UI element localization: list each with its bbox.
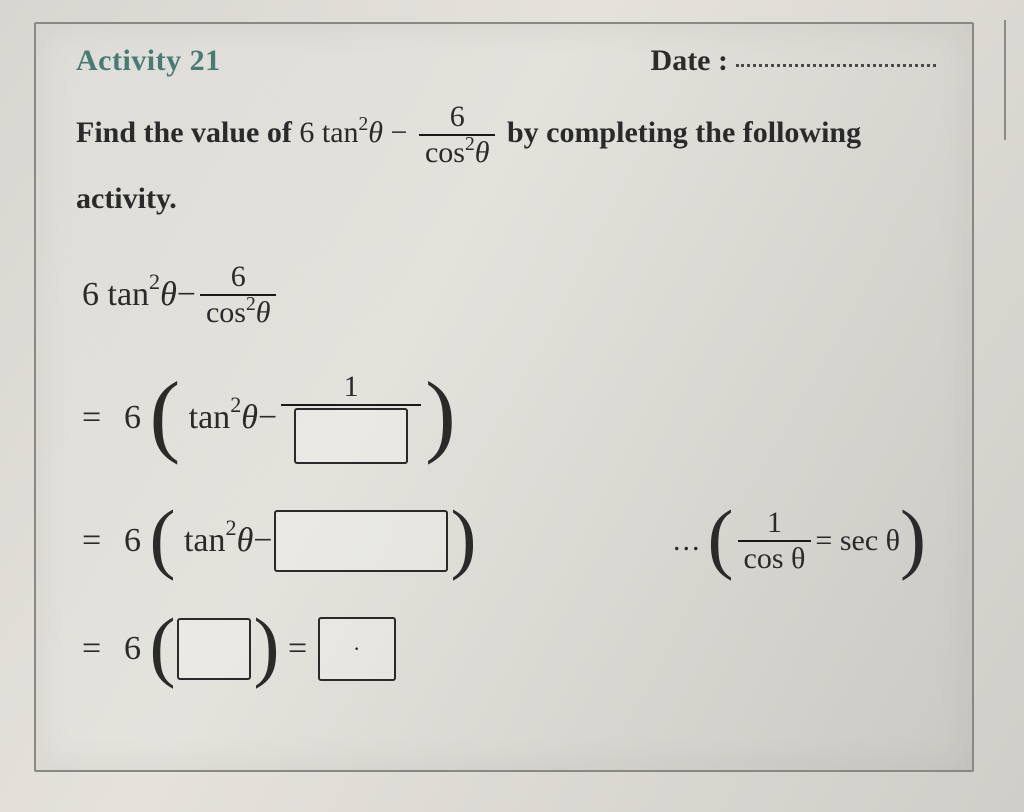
blank-denominator[interactable] <box>294 408 408 464</box>
date-label: Date : <box>651 44 728 78</box>
work-line-4: = 6 ( ) = · <box>82 599 936 699</box>
l2-tan: tan <box>189 399 231 437</box>
l4-eq1: = <box>82 630 124 668</box>
l1-fraction: 6 cos2θ <box>200 260 277 330</box>
l1-six: 6 tan <box>82 276 149 314</box>
date-group: Date : <box>651 44 936 78</box>
l1-minus: − <box>177 276 196 314</box>
note-dots: ... <box>673 524 702 558</box>
l2-num: 1 <box>338 370 365 404</box>
l2-sup: 2 <box>230 392 241 418</box>
l2-minus: − <box>258 399 277 437</box>
l3-sup: 2 <box>226 515 237 541</box>
note-num: 1 <box>761 506 788 540</box>
work-line-2: = 6 ( tan2θ − 1 ) <box>82 353 936 483</box>
l1-sup: 2 <box>149 269 160 295</box>
dot-icon: · <box>353 636 360 662</box>
identity-note: ... ( 1 cos θ = sec θ ) <box>673 506 936 576</box>
problem-statement: Find the value of 6 tan2θ − 6 cos2θ by c… <box>76 100 936 227</box>
l1-theta: θ <box>160 276 177 314</box>
l4-six: 6 <box>124 630 141 668</box>
l4-eq2: = <box>288 630 307 668</box>
l3-eq: = <box>82 522 124 560</box>
activity-title: Activity 21 <box>76 44 221 78</box>
page-right-edge <box>1004 20 1020 140</box>
activity-card: Activity 21 Date : Find the value of 6 t… <box>34 22 974 772</box>
date-blank-line[interactable] <box>736 64 936 67</box>
l3-minus: − <box>253 522 272 560</box>
l2-theta: θ <box>241 399 258 437</box>
l2-eq: = <box>82 399 124 437</box>
l3-tan: tan <box>184 522 226 560</box>
header-row: Activity 21 Date : <box>76 44 936 78</box>
l2-fraction: 1 <box>281 370 421 466</box>
blank-minus1[interactable] <box>177 618 251 680</box>
blank-result[interactable]: · <box>318 617 396 681</box>
work-line-1: 6 tan2θ − 6 cos2θ <box>82 245 936 345</box>
work-line-3: = 6 ( tan2θ − ) ... ( 1 cos θ = sec θ ) <box>82 491 936 591</box>
l1-num: 6 <box>225 260 252 294</box>
note-fraction: 1 cos θ <box>738 506 812 576</box>
l3-six: 6 <box>124 522 141 560</box>
note-eq: = sec θ <box>815 524 900 558</box>
blank-sec2[interactable] <box>274 510 448 572</box>
note-den: cos θ <box>738 542 812 576</box>
problem-lead: Find the value of <box>76 116 299 149</box>
l1-den: cos2θ <box>200 296 277 330</box>
l2-six: 6 <box>124 399 141 437</box>
l3-theta: θ <box>237 522 254 560</box>
problem-expression: 6 tan2θ − 6 cos2θ <box>299 116 507 149</box>
workings-block: 6 tan2θ − 6 cos2θ = 6 ( tan2θ − 1 ) <box>76 245 936 699</box>
